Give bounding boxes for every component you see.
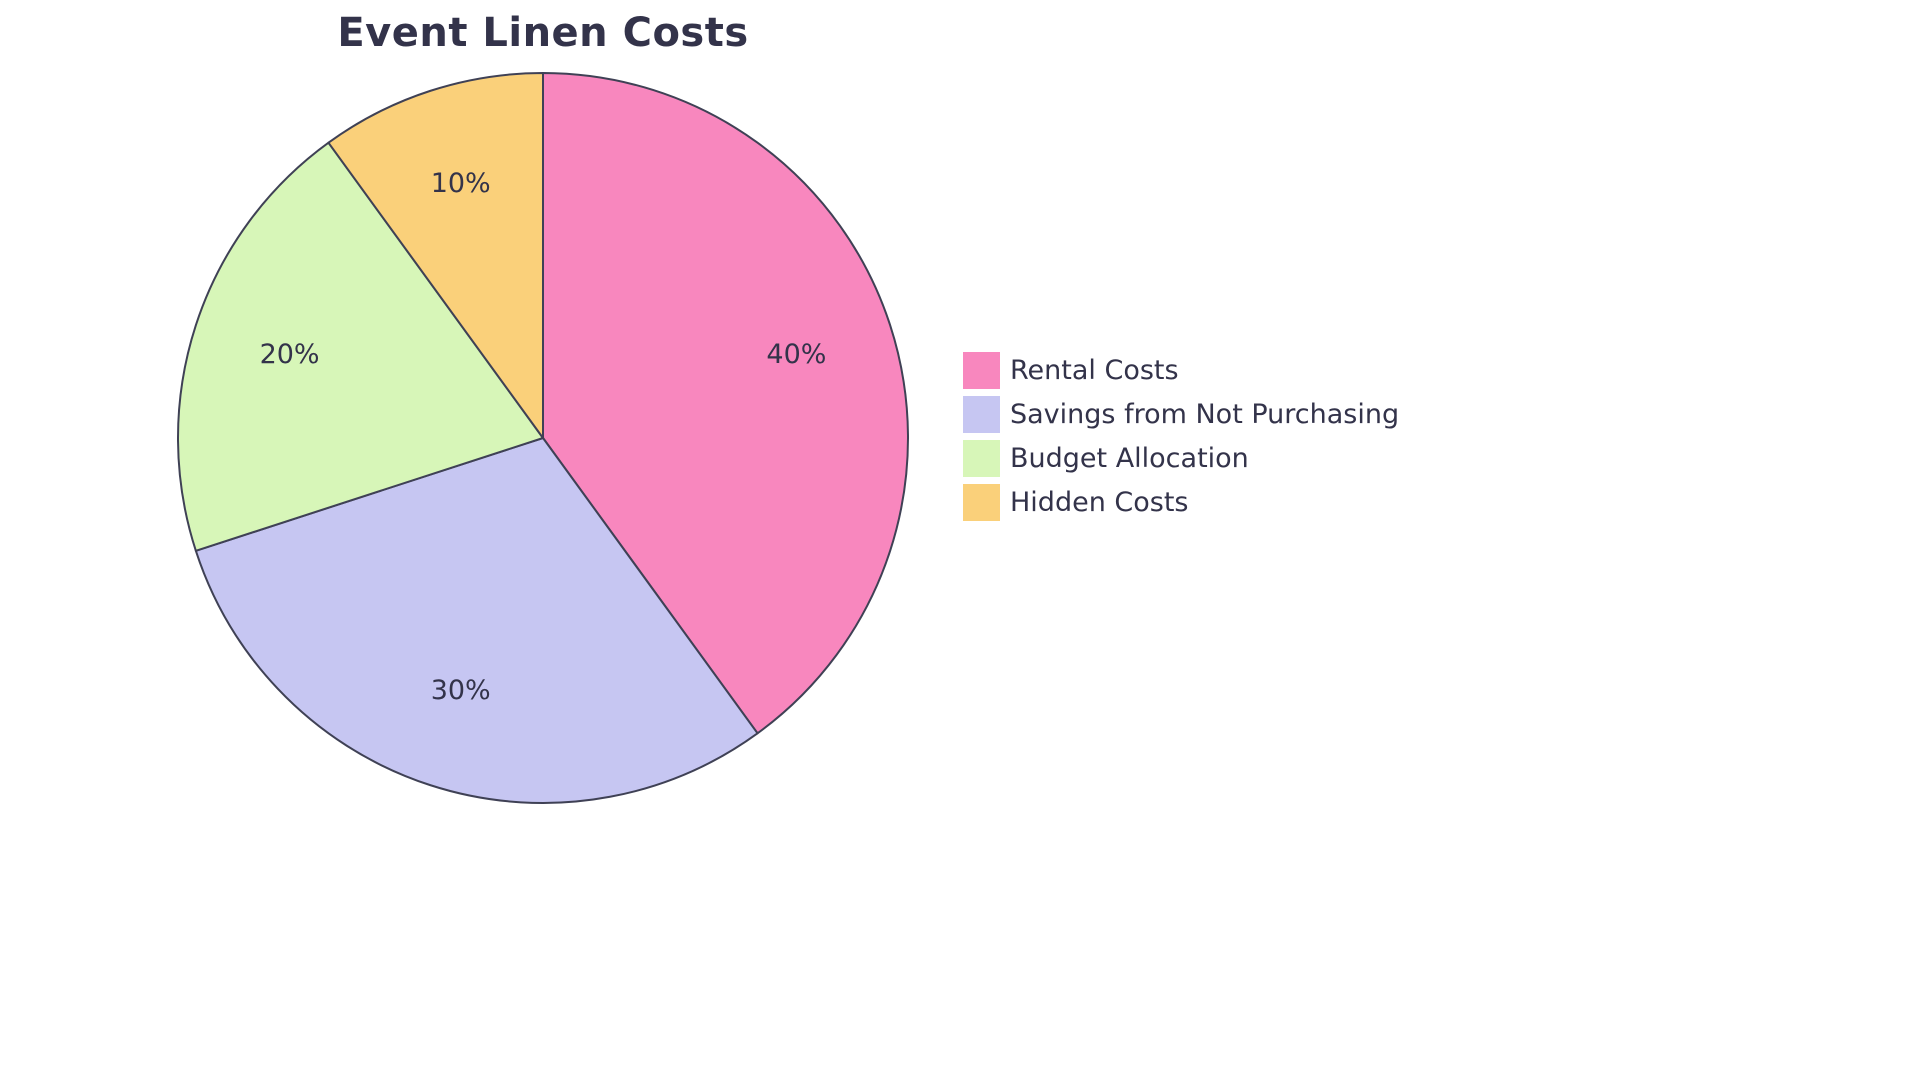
slice-label: 40% <box>766 339 826 370</box>
legend-item: Hidden Costs <box>963 484 1399 521</box>
slice-label: 10% <box>431 168 491 199</box>
slice-label: 20% <box>260 339 320 370</box>
legend-swatch <box>963 484 1000 521</box>
legend-label: Hidden Costs <box>1010 487 1189 518</box>
pie-slice-budget-allocation <box>177 141 544 552</box>
legend-label: Rental Costs <box>1010 355 1179 386</box>
chart-title: Event Linen Costs <box>337 10 749 56</box>
legend-label: Budget Allocation <box>1010 443 1249 474</box>
legend-label: Savings from Not Purchasing <box>1010 399 1400 430</box>
legend-item: Budget Allocation <box>963 440 1399 477</box>
legend-swatch <box>963 352 1000 389</box>
legend-swatch <box>963 396 1000 433</box>
slice-label: 30% <box>431 675 491 706</box>
legend-item: Rental Costs <box>963 352 1399 389</box>
pie-slice-rental-costs <box>542 72 909 735</box>
legend-item: Savings from Not Purchasing <box>963 396 1399 433</box>
legend: Rental Costs Savings from Not Purchasing B… <box>963 352 1399 521</box>
pie-slice-savings-from-not-purchasing <box>194 437 759 804</box>
pie-slice-hidden-costs <box>327 72 544 439</box>
legend-swatch <box>963 440 1000 477</box>
